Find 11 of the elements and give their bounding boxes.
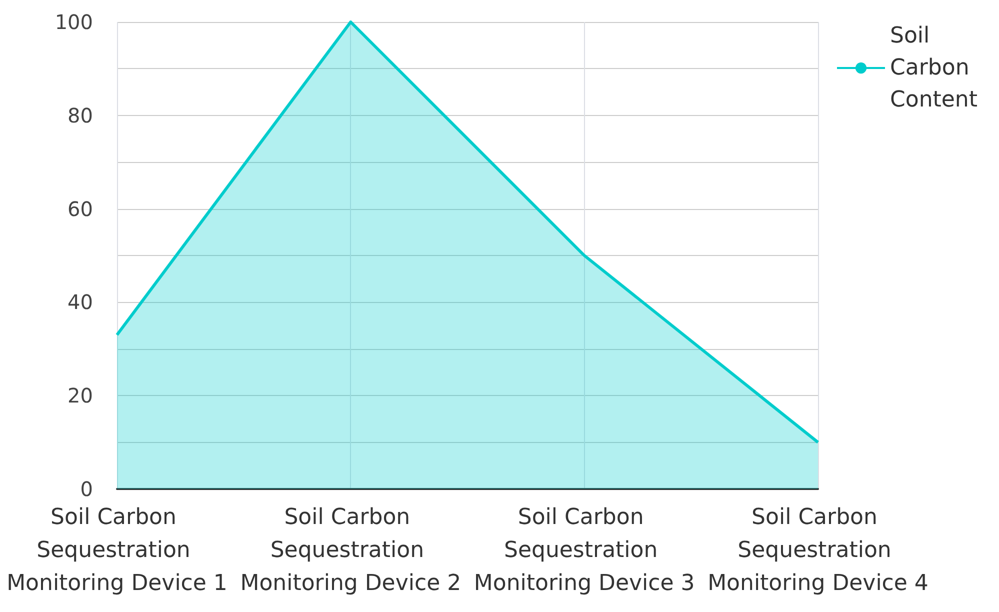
x-tick-label: Soil Carbon Sequestration Monitoring Device 2 xyxy=(240,505,462,596)
y-tick-label: 0 xyxy=(80,477,93,501)
x-tick-label: Soil Carbon Sequestration Monitoring Device 4 xyxy=(708,505,928,596)
y-tick-label: 40 xyxy=(68,290,93,314)
legend-label: Soil Carbon Content xyxy=(890,24,978,112)
y-tick-label: 20 xyxy=(68,384,93,408)
x-tick-label: Soil Carbon Sequestration Monitoring Device 1 xyxy=(6,505,228,596)
y-tick-label: 80 xyxy=(68,103,93,128)
y-tick-label: 60 xyxy=(68,196,93,221)
x-tick-label: Soil Carbon Sequestration Monitoring Device 3 xyxy=(474,505,695,596)
y-tick-label: 100 xyxy=(54,10,93,34)
